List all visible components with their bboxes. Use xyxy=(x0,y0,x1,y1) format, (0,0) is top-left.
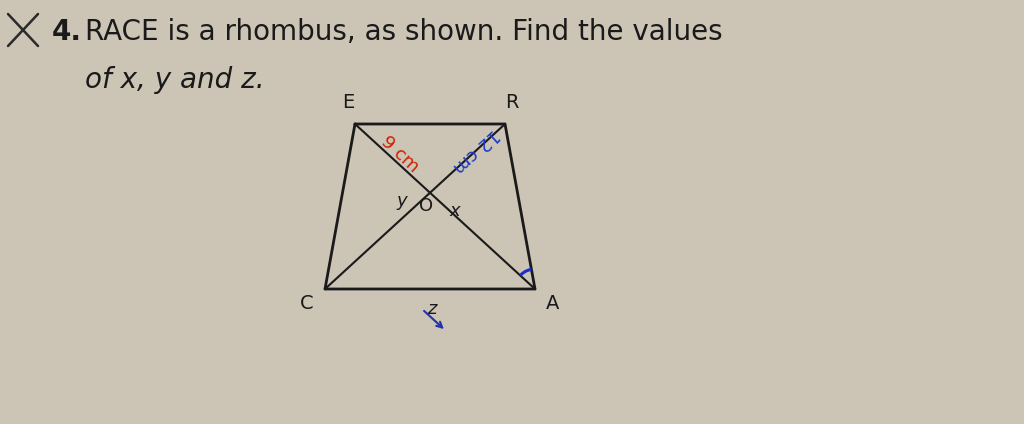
Text: RACE is a rhombus, as shown. Find the values: RACE is a rhombus, as shown. Find the va… xyxy=(85,18,723,46)
Text: E: E xyxy=(342,93,354,112)
Text: O: O xyxy=(419,197,433,215)
Text: R: R xyxy=(505,93,519,112)
Text: of x, y and z.: of x, y and z. xyxy=(85,66,264,94)
Text: z: z xyxy=(427,300,437,318)
Text: 4.: 4. xyxy=(52,18,82,46)
Text: x: x xyxy=(450,202,461,220)
Text: y: y xyxy=(396,192,408,210)
Text: A: A xyxy=(547,294,560,313)
Text: C: C xyxy=(300,294,313,313)
Text: 12 cm: 12 cm xyxy=(449,125,502,176)
Text: 9 cm: 9 cm xyxy=(377,133,422,176)
